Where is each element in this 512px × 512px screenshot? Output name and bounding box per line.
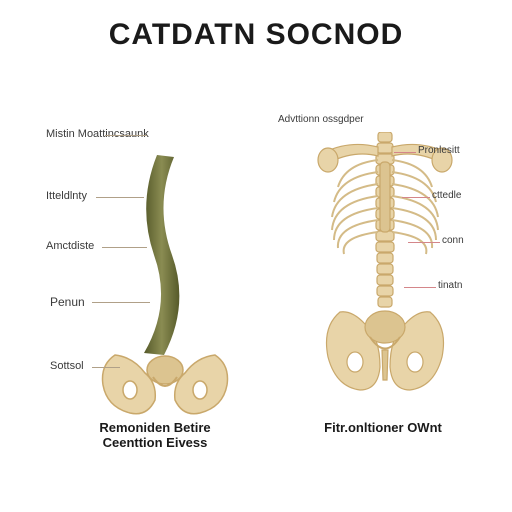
- left-caption-line2: Ceenttion Eivess: [80, 435, 230, 450]
- right-caption: Fitr.onltioner OWnt: [308, 420, 458, 435]
- left-label-2: Amctdiste: [46, 240, 94, 252]
- skeleton-right-illustration: [310, 132, 460, 412]
- leader-r3: [404, 287, 436, 288]
- left-label-4: Sottsol: [50, 360, 84, 372]
- right-label-2: cttedle: [432, 190, 461, 201]
- leader-r0: [394, 152, 416, 153]
- right-label-4: tinatn: [438, 280, 462, 291]
- left-label-1: Itteldlnty: [46, 190, 87, 202]
- left-label-3: Penun: [50, 295, 85, 309]
- right-label-0: Advttionn ossgdper: [278, 114, 364, 125]
- left-label-0: Mistin Moattincsaunk: [46, 128, 149, 140]
- leader-l4: [92, 367, 120, 368]
- left-caption-line1: Remoniden Betire: [80, 420, 230, 435]
- spine-curve-illustration: [132, 155, 202, 355]
- leader-r2: [408, 242, 440, 243]
- right-caption-line1: Fitr.onltioner OWnt: [308, 420, 458, 435]
- leader-l2: [102, 247, 147, 248]
- left-caption: Remoniden Betire Ceenttion Eivess: [80, 420, 230, 450]
- leader-l1: [96, 197, 144, 198]
- page-title: CATDATN SOCNOD: [0, 0, 512, 52]
- leader-l0: [105, 135, 147, 136]
- pelvis-left-illustration: [95, 335, 235, 425]
- leader-l3: [92, 302, 150, 303]
- right-label-3: conn: [442, 235, 464, 246]
- diagram-area: Mistin Moattincsaunk Itteldlnty Amctdist…: [0, 70, 512, 480]
- right-label-1: Pronlesitt: [418, 145, 460, 156]
- leader-r1: [402, 197, 430, 198]
